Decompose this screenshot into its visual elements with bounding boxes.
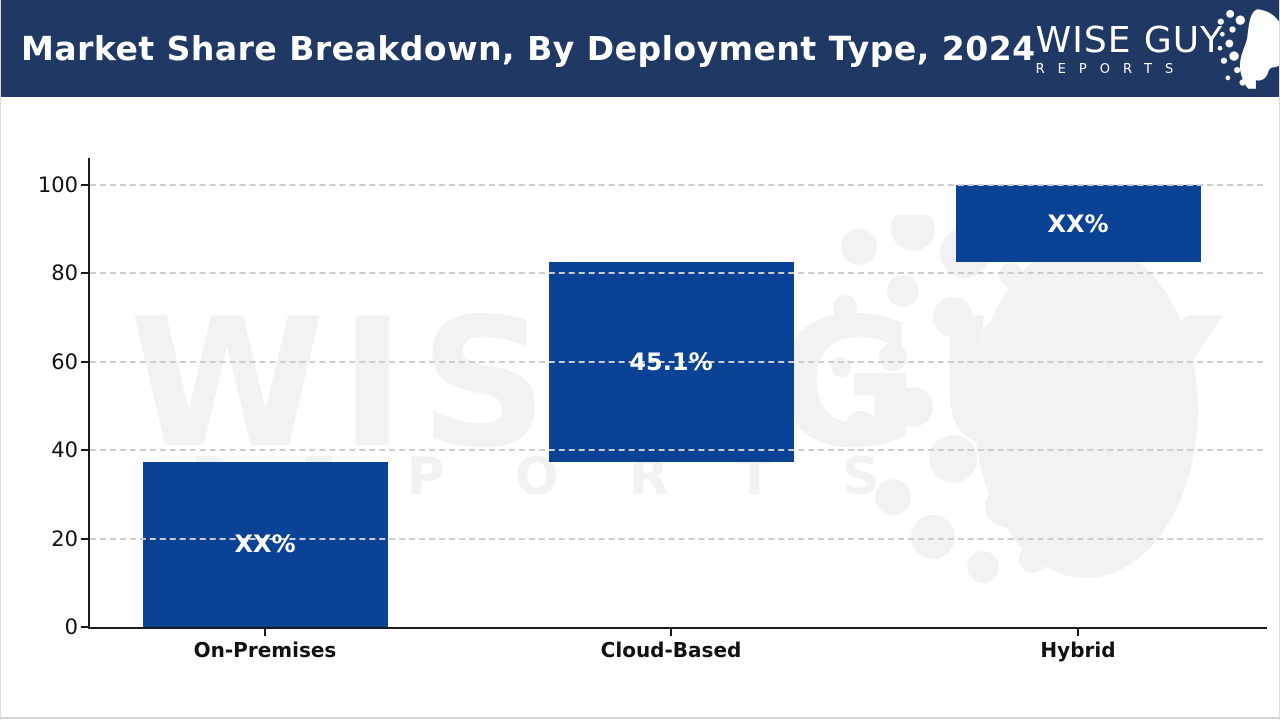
logo-face-icon (1217, 8, 1279, 89)
bar-hybrid (955, 185, 1201, 263)
y-tick-label: 0 (64, 615, 78, 639)
y-tick-mark (81, 360, 90, 363)
logo-wordmark: WISE GUY (1035, 19, 1224, 61)
category-label-cloud-based: Cloud-Based (600, 638, 742, 662)
gridline-20 (90, 537, 1263, 540)
chart-title: Market Share Breakdown, By Deployment Ty… (21, 29, 1036, 68)
x-tick-mark (264, 627, 266, 636)
category-label-hybrid: Hybrid (1040, 638, 1116, 662)
gridline-100 (90, 184, 1263, 186)
bar-value-label: 45.1% (629, 348, 713, 376)
gridline-60 (90, 360, 1263, 363)
y-tick-mark (81, 626, 90, 628)
x-tick-mark (670, 627, 672, 636)
y-tick-label: 60 (51, 349, 78, 374)
category-label-on-premises: On-Premises (193, 638, 337, 662)
header-band: Market Share Breakdown, By Deployment Ty… (1, 0, 1279, 97)
gridline-80 (90, 272, 1263, 275)
bottom-edge-line (1, 717, 1279, 719)
y-axis-spine (88, 158, 90, 629)
y-tick-label: 80 (51, 261, 78, 286)
brand-logo: WISE GUY REPORTS (1035, 6, 1279, 92)
logo-text: WISE GUY REPORTS (1035, 19, 1224, 77)
y-tick-mark (81, 449, 90, 452)
y-tick-label: 40 (51, 438, 78, 463)
y-tick-mark (81, 184, 90, 186)
y-tick-label: 100 (37, 173, 78, 197)
logo-reports-label: REPORTS (1035, 61, 1187, 77)
y-tick-mark (81, 272, 90, 275)
bar-on-premises (142, 461, 388, 627)
bar-value-label: XX% (234, 530, 296, 559)
x-tick-mark (1077, 627, 1079, 636)
y-tick-mark (81, 537, 90, 540)
bar-value-label: XX% (1047, 209, 1109, 238)
gridline-40 (90, 449, 1263, 452)
y-tick-label: 20 (51, 526, 78, 551)
x-axis-spine (88, 627, 1267, 629)
